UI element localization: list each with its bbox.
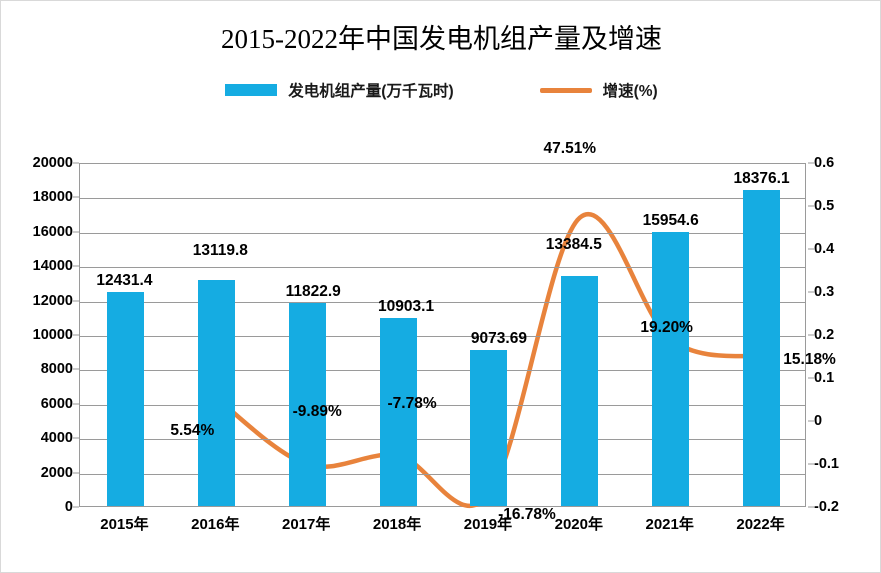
y-axis-right-tickmark xyxy=(808,291,814,293)
legend-label-growth: 增速(%) xyxy=(602,83,658,100)
y-axis-left-tickmark xyxy=(73,506,79,508)
bar-2015年[interactable] xyxy=(106,292,144,506)
bar-value-label: 18376.1 xyxy=(733,169,790,187)
gridline xyxy=(80,301,805,303)
legend-label-production: 发电机组产量(万千瓦时) xyxy=(288,83,454,100)
x-axis-tick-2021年: 2021年 xyxy=(645,516,694,533)
y-axis-right-tick: -0.1 xyxy=(814,456,839,472)
y-axis-left-tickmark xyxy=(73,403,79,405)
bar-2016年[interactable] xyxy=(197,280,235,506)
y-axis-left-tick: 16000 xyxy=(32,223,73,240)
y-axis-left-tick: 12000 xyxy=(32,292,73,309)
x-axis-tick-2020年: 2020年 xyxy=(554,516,603,533)
x-axis: 2015年 2016年 2017年 2018年 2019年 2020年 2021年 2022年 xyxy=(79,513,806,537)
y-axis-right-tick: 0.2 xyxy=(814,327,835,343)
gridline xyxy=(80,404,805,406)
x-axis-tick-2022年: 2022年 xyxy=(736,516,785,533)
y-axis-left-tickmark xyxy=(73,368,79,370)
y-axis-left-tick: 20000 xyxy=(32,155,73,171)
bar-value-label: 9073.69 xyxy=(470,329,527,347)
y-axis-left-tickmark xyxy=(73,300,79,302)
y-axis-left-tick: 8000 xyxy=(40,361,73,378)
y-axis-right-tickmark xyxy=(808,377,814,379)
y-axis-right-tick: 0.6 xyxy=(814,155,835,171)
gridline xyxy=(80,439,805,441)
growth-rate-label: -7.78% xyxy=(387,395,437,413)
gridline xyxy=(80,267,805,269)
growth-rate-label: -16.78% xyxy=(498,506,556,524)
gridline xyxy=(80,232,805,234)
y-axis-right-tick: 0.5 xyxy=(814,198,835,214)
bar-2019年[interactable] xyxy=(470,349,508,506)
y-axis-left-tick: 14000 xyxy=(32,258,73,275)
chart-legend: 发电机组产量(万千瓦时) 增速(%) xyxy=(1,79,880,101)
x-axis-tick-2019年: 2019年 xyxy=(463,516,513,533)
bar-2022年[interactable] xyxy=(743,189,781,506)
growth-rate-label: 19.20% xyxy=(640,319,693,337)
y-axis-left-tick: 18000 xyxy=(32,189,73,206)
y-axis-right-tick: 0.3 xyxy=(814,284,835,300)
y-axis-right-tick: 0.1 xyxy=(814,370,835,386)
y-axis-left-tickmark xyxy=(73,265,79,267)
y-axis-right-tickmark xyxy=(808,334,814,336)
x-axis-tick-2018年: 2018年 xyxy=(372,516,422,533)
x-axis-tick-2017年: 2017年 xyxy=(282,516,331,533)
growth-rate-label: 5.54% xyxy=(170,422,215,440)
bar-value-label: 13384.5 xyxy=(545,235,602,253)
bar-2021年[interactable] xyxy=(652,231,690,506)
growth-rate-label: 47.51% xyxy=(543,139,597,157)
y-axis-right-tick: 0.4 xyxy=(814,241,835,257)
y-axis-left-tick: 0 xyxy=(64,499,73,515)
y-axis-right-tickmark xyxy=(808,162,814,164)
bar-2018年[interactable] xyxy=(379,318,417,506)
bar-value-label: 10903.1 xyxy=(378,298,435,316)
chart-title: 2015-2022年中国发电机组产量及增速 xyxy=(221,24,662,54)
growth-rate-label: 15.18% xyxy=(783,350,836,368)
y-axis-left-tickmark xyxy=(73,196,79,198)
gridline xyxy=(80,370,805,372)
growth-rate-label: -9.89% xyxy=(292,402,342,420)
y-axis-left-tickmark xyxy=(73,334,79,336)
bar-value-label: 13119.8 xyxy=(192,242,248,260)
y-axis-right-tickmark xyxy=(808,205,814,207)
y-axis-left-tick: 4000 xyxy=(40,430,73,447)
bar-2020年[interactable] xyxy=(561,275,599,506)
line-swatch-icon xyxy=(539,87,592,93)
y-axis-right-tickmark xyxy=(808,420,814,422)
y-axis-left-tick: 2000 xyxy=(40,464,73,481)
y-axis-left-tickmark xyxy=(73,437,79,439)
bar-value-label: 15954.6 xyxy=(642,211,699,229)
legend-item-growth[interactable]: 增速(%) xyxy=(539,79,658,101)
gridline xyxy=(80,473,805,475)
bar-2017年[interactable] xyxy=(288,302,326,506)
y-axis-right: -0.2 -0.1 0 0.1 0.2 0.3 0.4 0.5 0.6 xyxy=(808,155,880,515)
y-axis-left-tick: 10000 xyxy=(32,327,73,343)
gridline xyxy=(80,336,805,337)
y-axis-left-tickmark xyxy=(73,162,79,164)
x-axis-tick-2016年: 2016年 xyxy=(191,516,240,533)
y-axis-right-tick: 0 xyxy=(814,413,823,429)
y-axis-left-tickmark xyxy=(73,231,79,233)
gridline xyxy=(80,198,805,200)
y-axis-right-tickmark xyxy=(808,248,814,250)
bar-value-label: 12431.4 xyxy=(96,272,153,290)
y-axis-right-tick: -0.2 xyxy=(814,499,839,515)
plot-area: 12431.4 13119.8 11822.9 10903.1 9073.69 13384… xyxy=(79,140,836,523)
legend-item-production[interactable]: 发电机组产量(万千瓦时) xyxy=(225,79,454,101)
y-axis-left-tick: 6000 xyxy=(40,395,73,412)
y-axis-right-tickmark xyxy=(808,463,814,465)
bar-swatch-icon xyxy=(225,84,278,96)
x-axis-tick-2015年: 2015年 xyxy=(100,516,149,533)
y-axis-right-tickmark xyxy=(808,506,814,508)
y-axis-left: 0 2000 4000 6000 8000 10000 12000 14000 16000 180… xyxy=(1,155,79,515)
bar-value-label: 11822.9 xyxy=(285,282,341,300)
y-axis-left-tickmark xyxy=(73,472,79,474)
